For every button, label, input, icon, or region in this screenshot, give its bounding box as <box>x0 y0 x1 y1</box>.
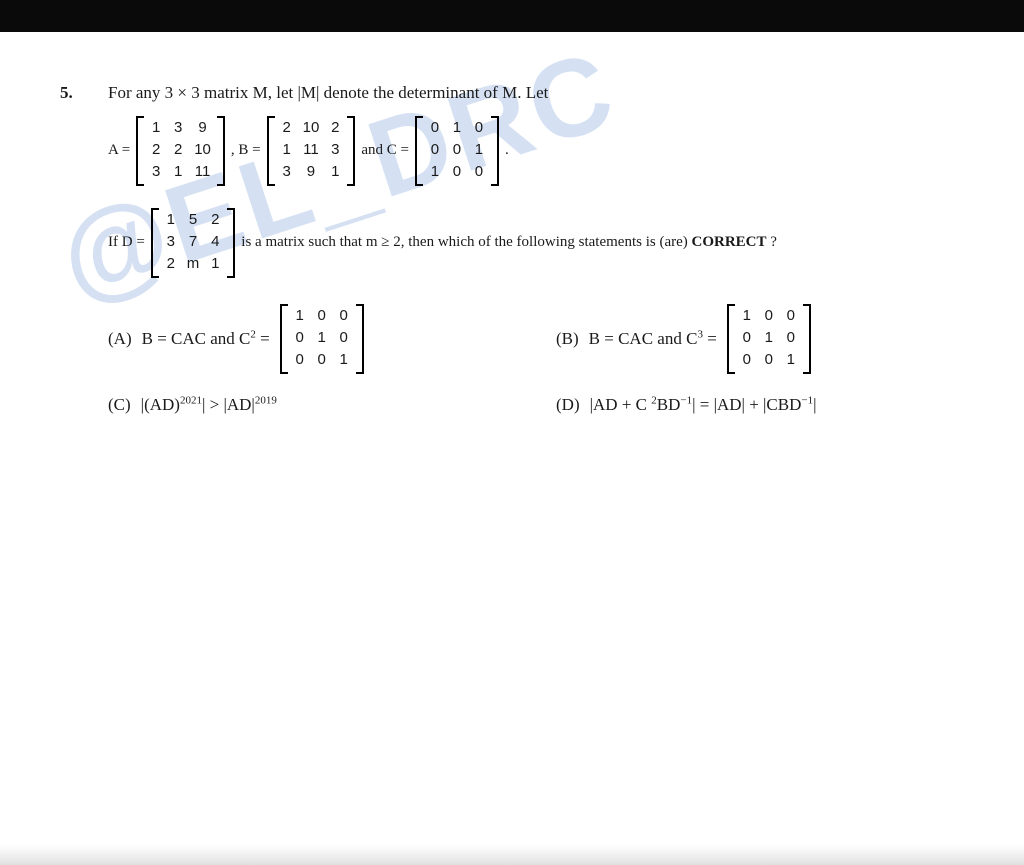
matrix-d: 152 374 2m1 <box>151 208 236 278</box>
option-c-expr: |(AD)2021| > |AD|2019 <box>141 392 277 418</box>
question-row: 5. For any 3 × 3 matrix M, let |M| denot… <box>60 80 964 417</box>
question-number: 5. <box>60 80 80 106</box>
option-d-label: (D) <box>556 392 580 418</box>
option-c: (C) |(AD)2021| > |AD|2019 <box>108 392 516 418</box>
period: . <box>505 139 509 162</box>
option-b-text: B = CAC and C3 = <box>589 326 717 352</box>
matrices-line-2: If D = 152 374 2m1 is a matrix such that… <box>108 208 964 278</box>
option-b: (B) B = CAC and C3 = 100 010 001 <box>556 304 964 374</box>
option-a: (A) B = CAC and C2 = 100 010 001 <box>108 304 516 374</box>
matrix-b: 2102 1113 391 <box>267 116 356 186</box>
option-d: (D) |AD + C 2BD−1| = |AD| + |CBD−1| <box>556 392 964 418</box>
options-grid: (A) B = CAC and C2 = 100 010 001 <box>108 304 964 418</box>
option-a-text: B = CAC and C2 = <box>142 326 270 352</box>
option-d-expr: |AD + C 2BD−1| = |AD| + |CBD−1| <box>590 392 817 418</box>
label-a: A = <box>108 139 130 162</box>
option-c-label: (C) <box>108 392 131 418</box>
matrix-c: 010 001 100 <box>415 116 499 186</box>
matrices-line-1: A = 139 2210 3111 , B = <box>108 116 964 186</box>
window-top-bar <box>0 0 1024 32</box>
option-a-matrix: 100 010 001 <box>280 304 364 374</box>
stem-line-1: For any 3 × 3 matrix M, let |M| denote t… <box>108 80 964 106</box>
option-b-matrix: 100 010 001 <box>727 304 811 374</box>
label-c: and C = <box>361 139 409 162</box>
label-b: , B = <box>231 139 261 162</box>
option-a-label: (A) <box>108 326 132 352</box>
matrix-a: 139 2210 3111 <box>136 116 225 186</box>
document-page: @EL_DRC 5. For any 3 × 3 matrix M, let |… <box>0 32 1024 417</box>
bottom-shadow <box>0 845 1024 865</box>
option-b-label: (B) <box>556 326 579 352</box>
question-body: For any 3 × 3 matrix M, let |M| denote t… <box>108 80 964 417</box>
label-d: If D = <box>108 231 145 254</box>
stem-suffix: is a matrix such that m ≥ 2, then which … <box>241 231 777 254</box>
